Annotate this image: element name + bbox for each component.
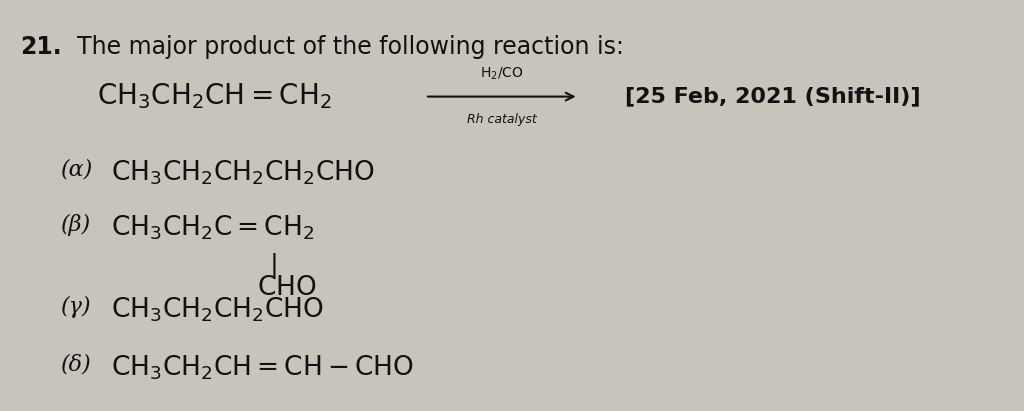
Text: $\mathrm{CH_3CH_2C{=}CH_2}$: $\mathrm{CH_3CH_2C{=}CH_2}$ — [111, 214, 314, 242]
Text: $\mathrm{CH_3CH_2CH_2CH_2CHO}$: $\mathrm{CH_3CH_2CH_2CH_2CHO}$ — [111, 158, 374, 187]
Text: (γ): (γ) — [61, 296, 92, 318]
Text: (β): (β) — [61, 214, 91, 236]
Text: |: | — [270, 253, 279, 279]
Text: The major product of the following reaction is:: The major product of the following react… — [77, 35, 624, 59]
Text: Rh catalyst: Rh catalyst — [467, 113, 537, 126]
Text: $\mathrm{CH_3CH_2CH_2CHO}$: $\mathrm{CH_3CH_2CH_2CHO}$ — [111, 296, 324, 324]
Text: [25 Feb, 2021 (Shift-II)]: [25 Feb, 2021 (Shift-II)] — [625, 87, 921, 106]
Text: $\mathrm{H_2/CO}$: $\mathrm{H_2/CO}$ — [480, 66, 523, 82]
Text: (α): (α) — [61, 158, 93, 180]
Text: $\mathrm{CH_3CH_2CH{=}CH-CHO}$: $\mathrm{CH_3CH_2CH{=}CH-CHO}$ — [111, 353, 414, 382]
Text: $\mathrm{CH_3CH_2CH{=}CH_2}$: $\mathrm{CH_3CH_2CH{=}CH_2}$ — [97, 82, 332, 111]
Text: $\mathrm{CHO}$: $\mathrm{CHO}$ — [257, 275, 316, 300]
Text: (δ): (δ) — [61, 353, 92, 376]
Text: 21.: 21. — [20, 35, 62, 59]
